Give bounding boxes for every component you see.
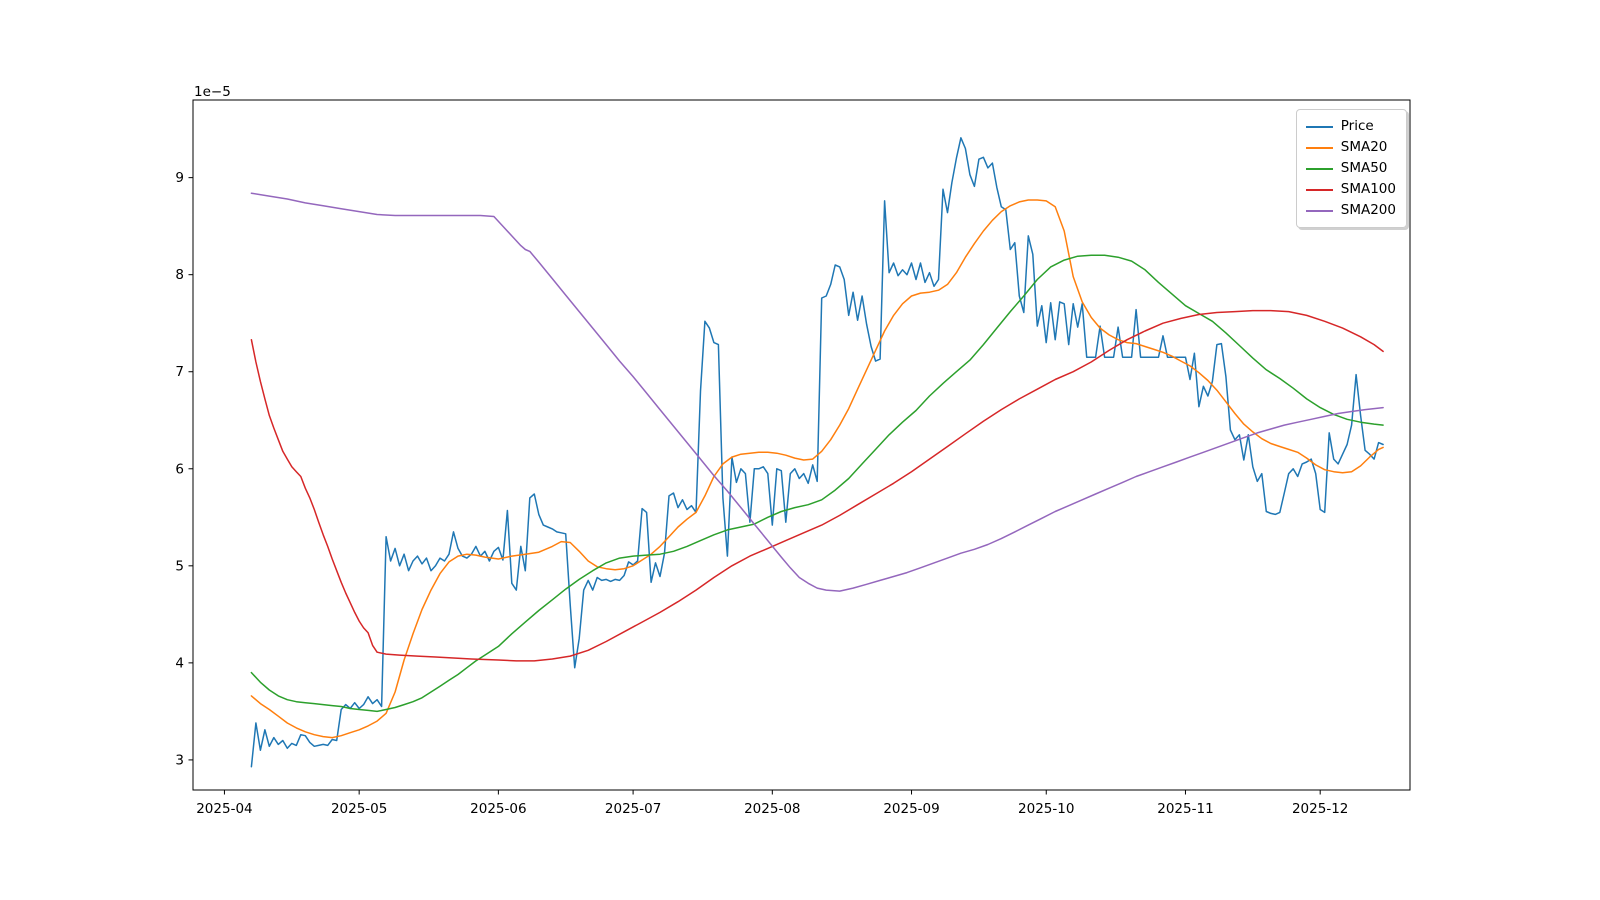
legend-line-sample-sma200: [1305, 209, 1333, 212]
x-tick-label: 2025-11: [1157, 801, 1213, 817]
x-tick-label: 2025-12: [1292, 801, 1348, 817]
y-tick-label: 7: [175, 364, 184, 380]
y-tick-label: 6: [175, 461, 184, 477]
legend-label-sma200: SMA200: [1340, 201, 1396, 218]
series-line-sma20: [250, 199, 1384, 739]
x-tick-label: 2025-07: [605, 801, 661, 817]
legend-line-sample-sma20: [1305, 146, 1333, 149]
legend-label-sma50: SMA50: [1340, 159, 1388, 176]
legend-item-sma200: SMA200: [1305, 200, 1396, 221]
y-tick-label: 4: [175, 655, 184, 671]
legend-line-sample-price: [1305, 125, 1333, 128]
legend-line-sample-sma50: [1305, 167, 1333, 170]
x-tick-label: 2025-08: [744, 801, 800, 817]
legend-item-sma100: SMA100: [1305, 179, 1396, 200]
legend: Price SMA20 SMA50 SMA100 SMA200: [1295, 109, 1407, 228]
x-tick-label: 2025-06: [470, 801, 526, 817]
y-axis-offset-label: 1e−5: [194, 84, 231, 100]
legend-item-price: Price: [1305, 116, 1396, 137]
x-tick-label: 2025-10: [1018, 801, 1074, 817]
y-tick-label: 3: [175, 752, 184, 768]
legend-label-sma20: SMA20: [1340, 138, 1388, 155]
y-tick-label: 8: [175, 267, 184, 283]
legend-label-sma100: SMA100: [1340, 180, 1396, 197]
legend-label-price: Price: [1340, 117, 1374, 134]
legend-item-sma20: SMA20: [1305, 137, 1396, 158]
series-line-sma200: [250, 192, 1384, 592]
x-tick-label: 2025-04: [196, 801, 252, 817]
plot-frame: [192, 99, 1411, 791]
legend-item-sma50: SMA50: [1305, 158, 1396, 179]
x-tick-label: 2025-09: [883, 801, 939, 817]
series-line-sma100: [250, 309, 1384, 662]
y-tick-label: 9: [175, 170, 184, 186]
series-line-sma50: [250, 254, 1384, 713]
x-tick-label: 2025-05: [331, 801, 387, 817]
y-tick-label: 5: [175, 558, 184, 574]
legend-line-sample-sma100: [1305, 188, 1333, 191]
axes-background: [193, 100, 1410, 790]
series-line-price: [250, 137, 1384, 768]
